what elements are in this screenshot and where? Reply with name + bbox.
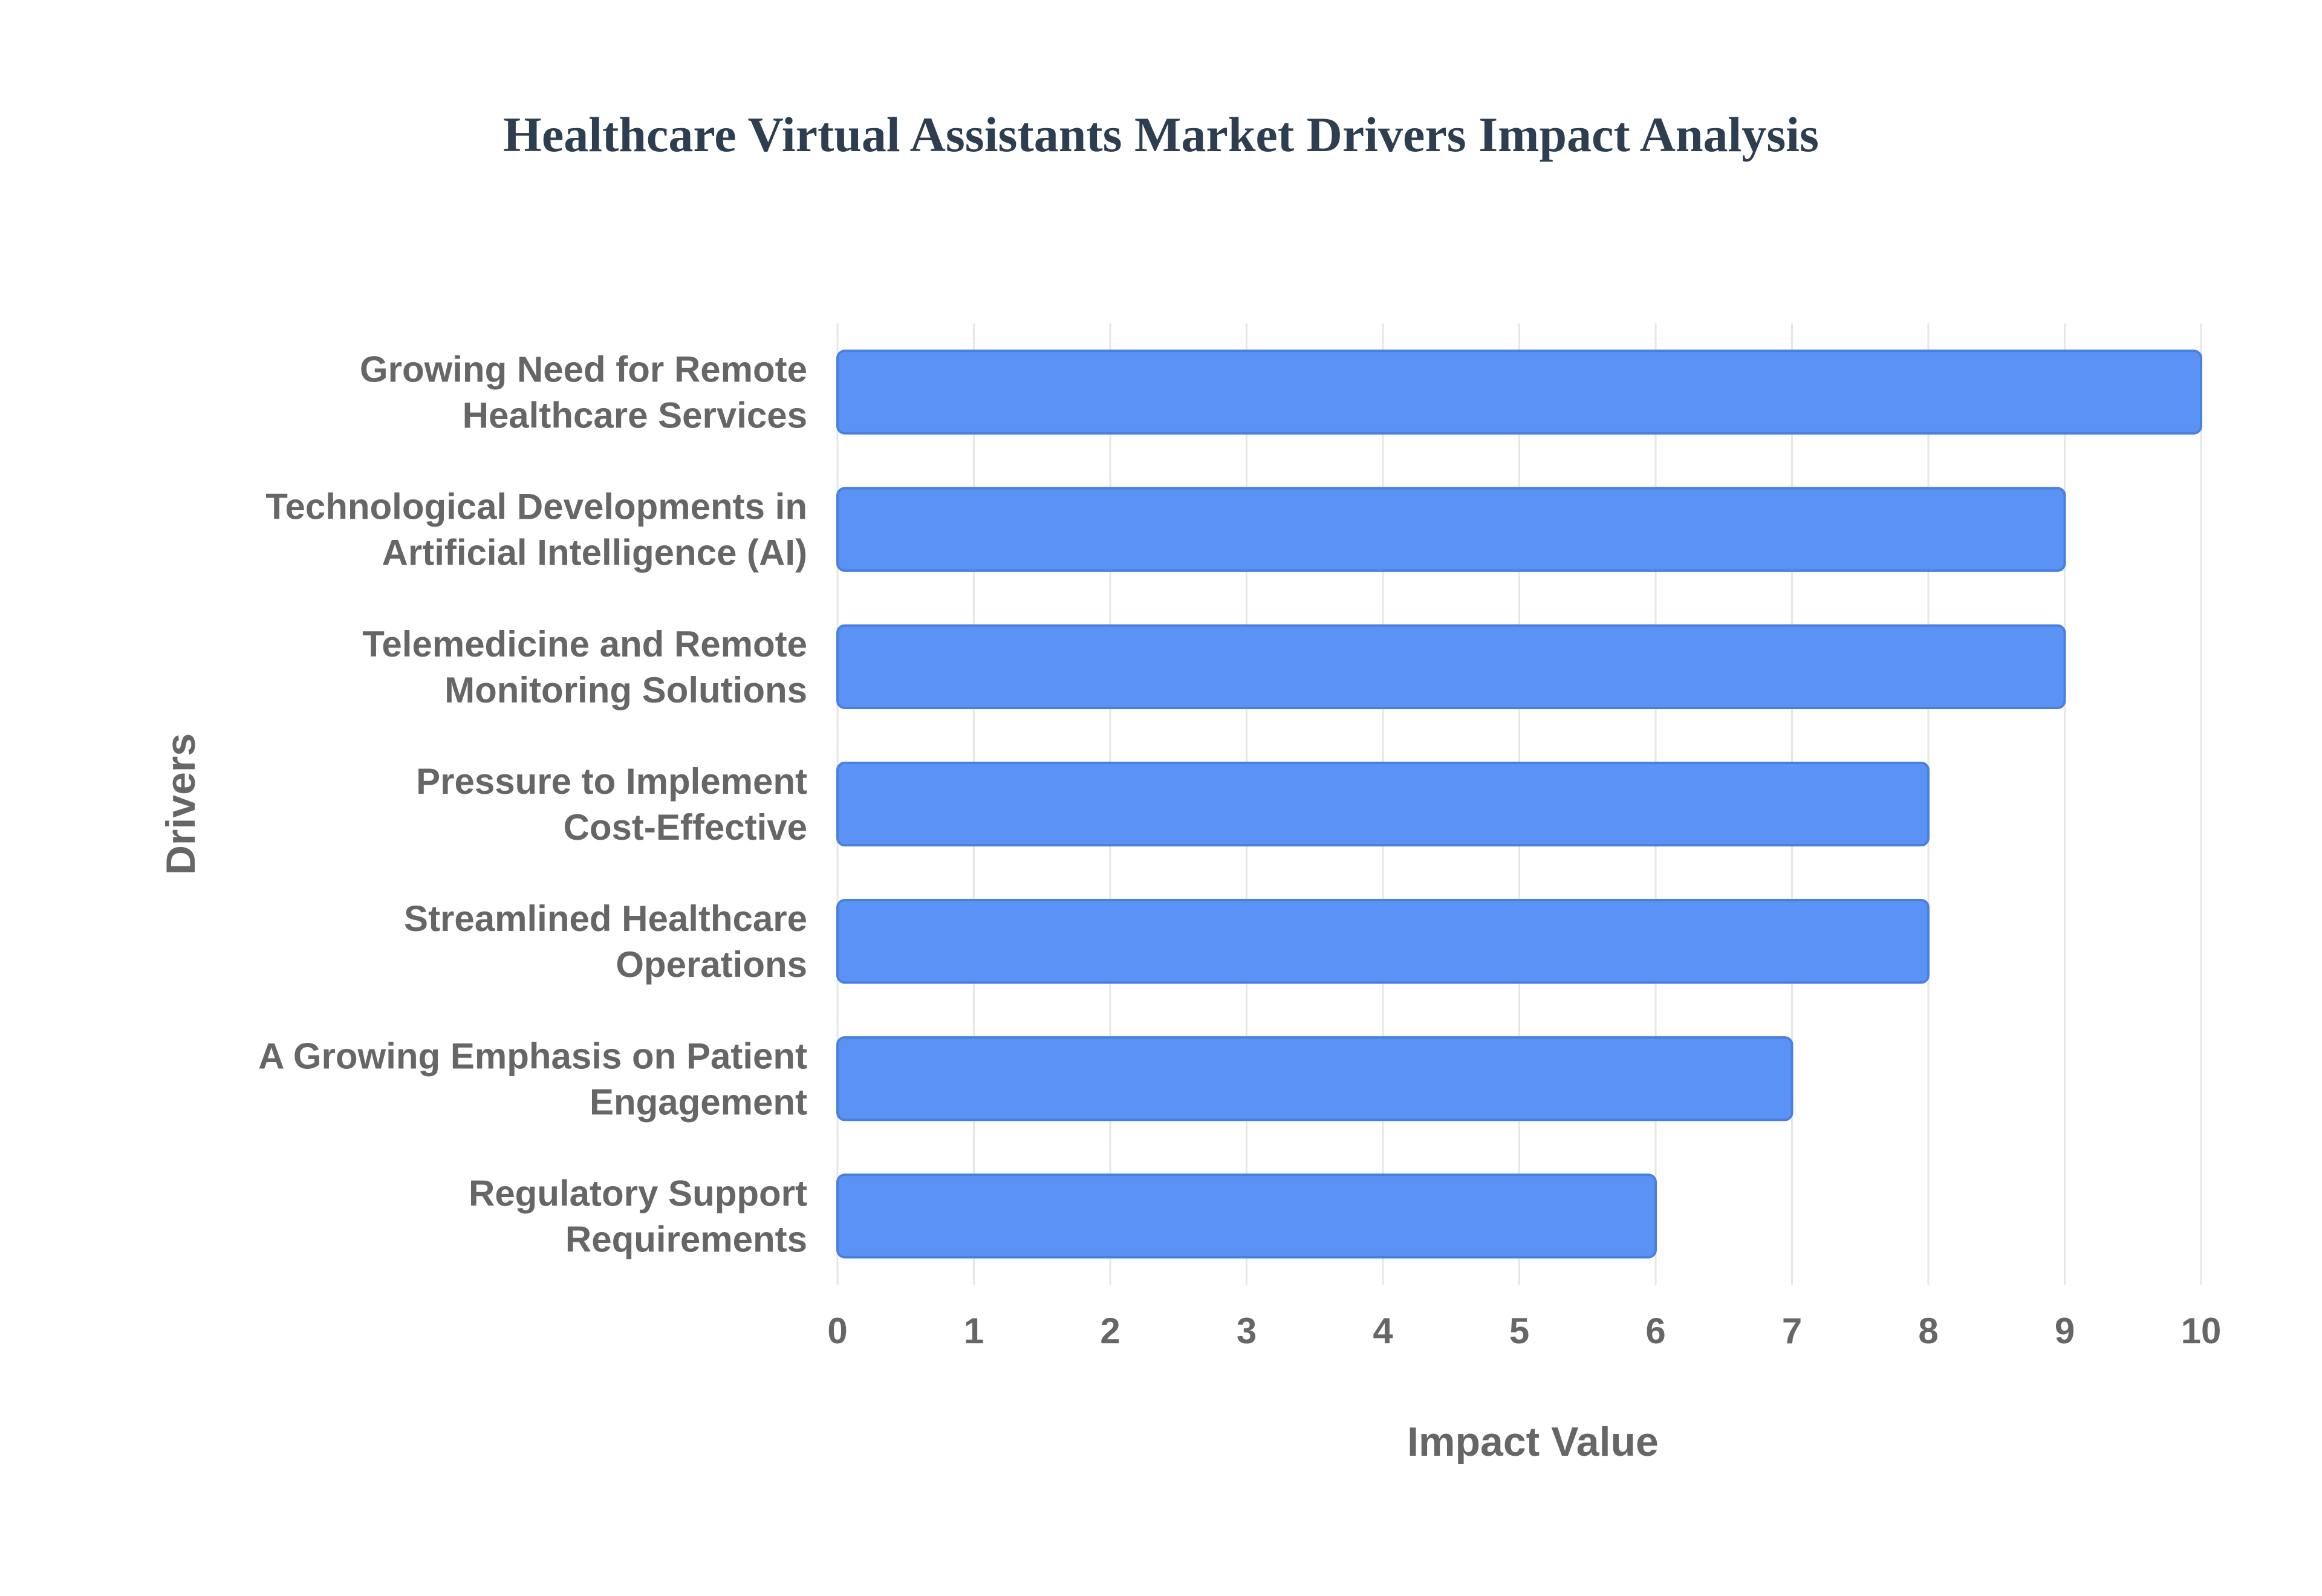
category-label: Pressure to Implement Cost-Effective [416,761,807,848]
bar [836,761,1930,847]
category-label: Telemedicine and Remote Monitoring Soluti… [362,624,807,710]
category-labels: Growing Need for Remote Healthcare Servic… [258,349,807,1260]
category-label: Technological Developments in Artificial … [265,487,807,573]
bar [836,1173,1657,1259]
y-axis-title: Drivers [158,733,204,875]
chart-title: Healthcare Virtual Assistants Market Dri… [503,107,1819,162]
x-axis-title: Impact Value [1407,1419,1659,1465]
x-tick-label: 0 [827,1311,847,1351]
x-tick-label: 1 [964,1311,984,1351]
bar [836,487,2066,572]
x-tick-label: 7 [1782,1311,1802,1351]
x-tick-label: 9 [2055,1311,2075,1351]
bar [836,1036,1794,1121]
x-tick-label: 3 [1237,1311,1257,1351]
x-tick-label: 6 [1645,1311,1665,1351]
category-label: Streamlined Healthcare Operations [404,898,807,985]
x-tick-label: 2 [1100,1311,1120,1351]
bars [836,349,2202,1259]
bar [836,624,2066,709]
x-axis-ticks: 0 1 2 3 4 5 6 7 8 9 10 [827,1311,2221,1351]
category-label: Regulatory Support Requirements [469,1173,807,1259]
bar [836,899,1930,984]
bar [836,349,2202,435]
x-tick-label: 4 [1373,1311,1393,1351]
x-tick-label: 5 [1509,1311,1529,1351]
x-tick-label: 10 [2181,1311,2222,1351]
category-label: A Growing Emphasis on Patient Engagement [258,1036,807,1122]
category-label: Growing Need for Remote Healthcare Servic… [360,349,807,436]
x-tick-label: 8 [1918,1311,1938,1351]
